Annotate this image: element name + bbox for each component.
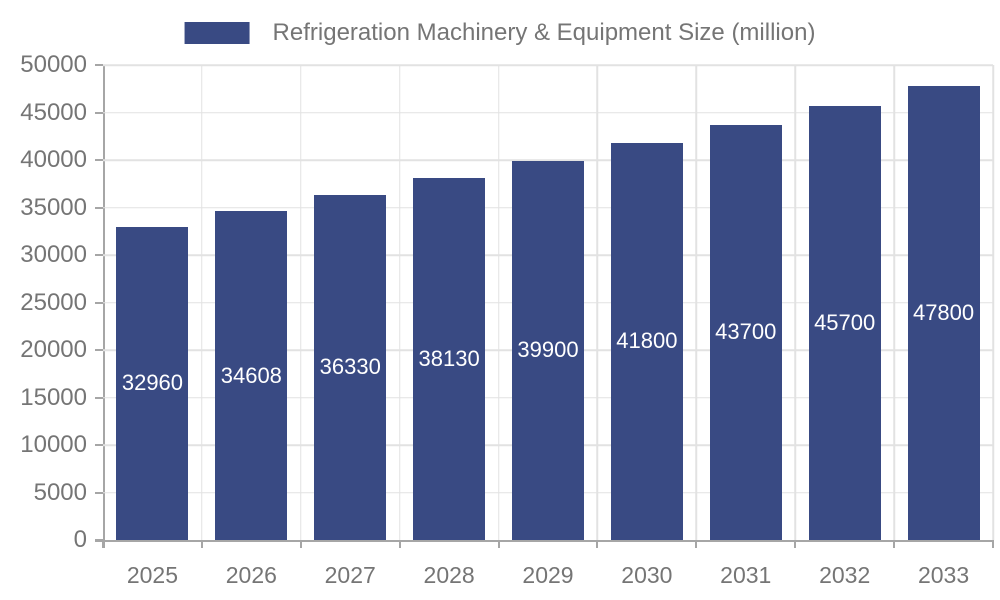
y-tick-mark <box>95 491 103 494</box>
y-tick-label: 45000 <box>20 98 87 126</box>
y-tick-mark <box>95 396 103 399</box>
bar-2030 <box>610 142 683 540</box>
v-gridline <box>497 65 500 540</box>
bar-value-label: 41800 <box>616 328 678 354</box>
x-tick-label: 2032 <box>819 562 871 588</box>
x-tick-label: 2030 <box>621 562 673 588</box>
x-tick-label: 2029 <box>522 562 574 588</box>
x-tick-mark <box>497 540 500 548</box>
y-tick-label: 30000 <box>20 241 87 268</box>
x-tick-label: 2033 <box>917 562 970 588</box>
y-tick-mark <box>95 64 103 66</box>
x-axis-line <box>95 540 993 542</box>
y-axis-labels: 0 5000 10000 15000 20000 25000 30000 35000 40000… <box>0 51 103 553</box>
bar-2027 <box>314 194 387 540</box>
bar-2029 <box>512 160 584 540</box>
x-tick-label: 2027 <box>324 562 376 588</box>
y-tick-mark <box>95 444 103 446</box>
x-tick-mark <box>299 540 302 548</box>
bar-value-label: 32960 <box>121 370 184 396</box>
bar-value-label: 43700 <box>715 319 777 345</box>
bar-value-label: 45700 <box>814 309 876 335</box>
v-gridline <box>893 65 895 540</box>
legend-label: Refrigeration Machinery & Equipment Size… <box>272 19 816 46</box>
y-tick-label: 40000 <box>20 146 87 173</box>
x-tick-mark <box>102 540 104 548</box>
bar-2033 <box>907 85 980 540</box>
v-gridline <box>695 65 698 540</box>
y-tick-label: 35000 <box>20 193 87 221</box>
v-gridline <box>794 65 796 540</box>
y-tick-mark <box>95 111 103 114</box>
x-axis-labels: 2025 2026 2027 2028 2029 2030 2031 2032 2033 <box>102 540 994 600</box>
y-tick-mark <box>95 349 103 351</box>
y-tick-mark <box>95 301 103 304</box>
y-tick-mark <box>95 254 103 256</box>
y-tick-label: 10000 <box>20 431 87 458</box>
y-tick-label: 50000 <box>20 51 87 78</box>
bar-value-label: 39900 <box>517 337 579 363</box>
y-tick-label: 20000 <box>20 336 87 363</box>
y-tick-label: 0 <box>73 526 87 553</box>
v-gridline <box>300 65 302 540</box>
h-gridline <box>103 111 993 114</box>
x-tick-mark <box>794 540 797 548</box>
x-tick-label: 2026 <box>225 562 277 588</box>
bar-value-label: 34608 <box>220 362 282 388</box>
bar-2031 <box>709 124 782 540</box>
bar-2025 <box>116 226 189 540</box>
v-gridline <box>201 65 203 540</box>
v-gridline <box>992 65 994 540</box>
x-tick-mark <box>695 540 698 548</box>
x-tick-label: 2028 <box>423 562 475 588</box>
x-tick-mark <box>596 540 599 548</box>
bar-2028 <box>413 177 486 540</box>
h-gridline <box>103 159 993 161</box>
legend[interactable]: Refrigeration Machinery & Equipment Size… <box>184 19 816 47</box>
y-axis-line <box>103 65 105 548</box>
x-tick-mark <box>992 540 994 548</box>
h-gridline <box>103 64 993 66</box>
y-tick-mark <box>95 159 103 161</box>
v-gridline <box>398 65 401 540</box>
v-gridline <box>596 65 599 540</box>
legend-swatch <box>184 22 250 44</box>
bar-value-label: 36330 <box>319 354 381 380</box>
y-tick-label: 15000 <box>20 383 87 411</box>
x-tick-mark <box>200 540 203 548</box>
y-tick-label: 25000 <box>20 288 87 316</box>
plot-area: 32960 34608 36330 38130 39900 41800 43700 45700… <box>95 64 994 548</box>
x-tick-label: 2025 <box>126 562 179 588</box>
x-tick-label: 2031 <box>720 562 772 588</box>
bar-value-label: 47800 <box>912 299 975 325</box>
y-tick-label: 5000 <box>33 478 87 506</box>
x-tick-mark <box>398 540 401 548</box>
bar-value-label: 38130 <box>418 345 480 371</box>
bar-2026 <box>215 211 288 540</box>
y-tick-mark <box>95 206 103 209</box>
x-tick-mark <box>893 540 896 548</box>
bar-2032 <box>808 105 881 540</box>
